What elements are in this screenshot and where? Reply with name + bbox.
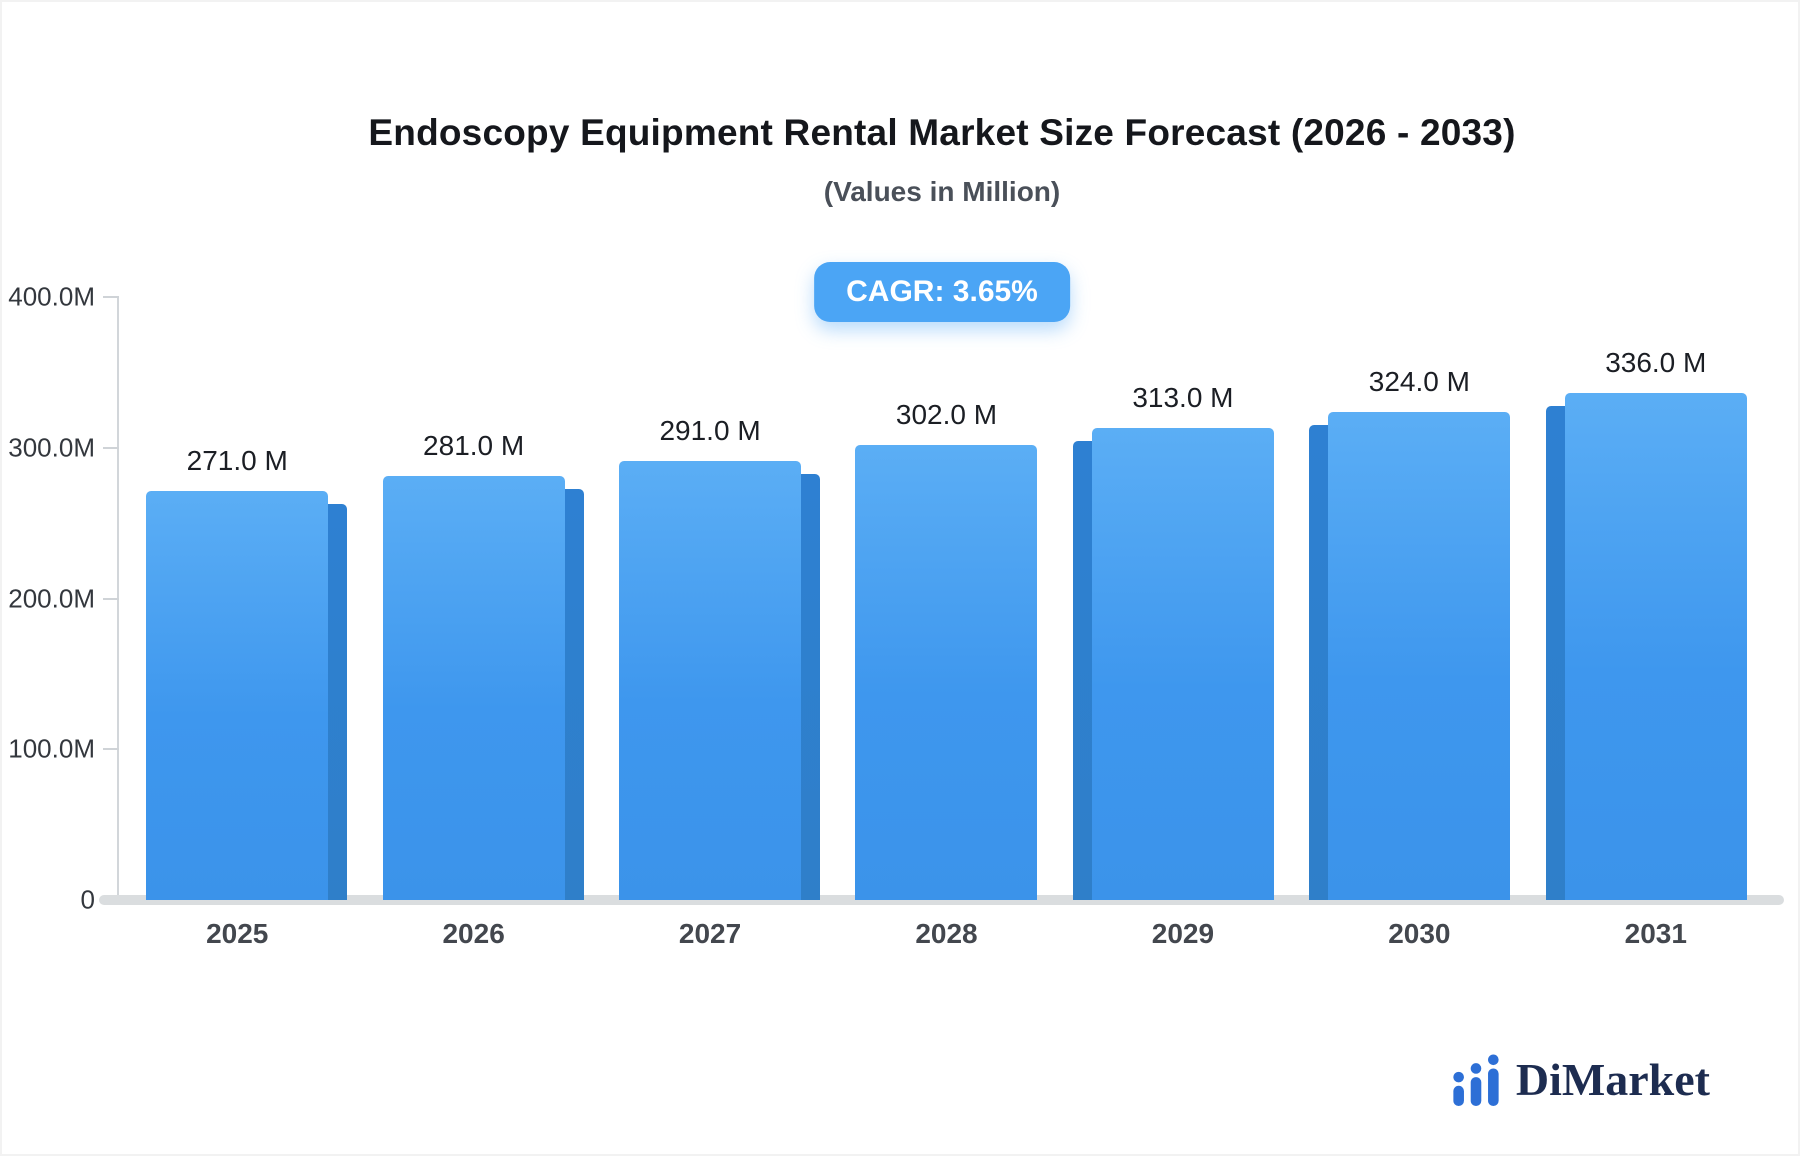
x-axis-label: 2025 <box>206 918 269 949</box>
brand-logo: DiMarket <box>1450 1054 1710 1106</box>
y-tick-mark <box>103 748 119 751</box>
cagr-badge: CAGR: 3.65% <box>814 262 1070 322</box>
x-axis-label: 2027 <box>678 918 742 949</box>
bar-slot: 281.0 M <box>355 297 591 900</box>
dimarket-logo-icon <box>1453 1054 1499 1106</box>
plot-area: 400.0M 300.0M 200.0M 100.0M 0 271.0 M 281.0 M… <box>8 282 1784 915</box>
y-axis-label: 200.0M <box>8 583 95 613</box>
bar-value-label: 324.0 M <box>1368 365 1470 397</box>
bar-value-label: 302.0 M <box>895 398 998 430</box>
y-axis-label: 100.0M <box>8 733 95 764</box>
x-axis-label: 2029 <box>1151 918 1215 949</box>
bar-slot: 291.0 M <box>592 297 828 900</box>
bar-slot: 302.0 M <box>828 297 1064 900</box>
bar-value-label: 313.0 M <box>1132 382 1234 414</box>
x-axis-label: 2026 <box>442 918 505 949</box>
x-axis-label: 2028 <box>915 918 978 949</box>
y-tick-mark <box>103 296 119 298</box>
x-axis-line <box>99 895 1784 905</box>
x-axis-label: 2030 <box>1388 918 1451 949</box>
bar-value-label: 281.0 M <box>423 430 525 462</box>
bar-value-label: 271.0 M <box>186 445 288 477</box>
bar-slot: 336.0 M <box>1538 297 1774 900</box>
bar-2031 <box>1545 393 1747 900</box>
bars-layer: 271.0 M 281.0 M 291.0 M 302.0 M 313.0 M 324.0… <box>119 297 1774 901</box>
brand-name: DiMarket <box>1515 1054 1710 1105</box>
x-axis-labels: 2025 2026 2027 2028 2029 2030 2031 <box>119 918 1774 958</box>
y-tick-mark <box>103 597 119 600</box>
bar-2027 <box>619 461 821 900</box>
bar-slot: 324.0 M <box>1301 297 1537 901</box>
x-axis-label: 2031 <box>1624 918 1687 949</box>
bar-slot: 271.0 M <box>119 297 355 900</box>
y-axis-label: 0 <box>80 884 95 915</box>
bar-value-label: 291.0 M <box>659 415 761 447</box>
bar-slot: 313.0 M <box>1065 297 1301 900</box>
y-axis-label: 300.0M <box>8 432 95 463</box>
chart-title: Endoscopy Equipment Rental Market Size F… <box>368 112 1516 153</box>
bar-2028 <box>855 444 1038 900</box>
chart-subtitle: (Values in Million) <box>823 176 1061 207</box>
bar-2025 <box>146 491 348 900</box>
bar-2030 <box>1309 411 1511 901</box>
y-axis: 400.0M 300.0M 200.0M 100.0M 0 <box>8 282 1774 915</box>
y-tick-mark <box>103 446 119 449</box>
bar-2029 <box>1072 428 1274 900</box>
y-axis-label: 400.0M <box>8 281 95 312</box>
bar-value-label: 336.0 M <box>1605 347 1707 379</box>
bar-2026 <box>382 476 584 900</box>
